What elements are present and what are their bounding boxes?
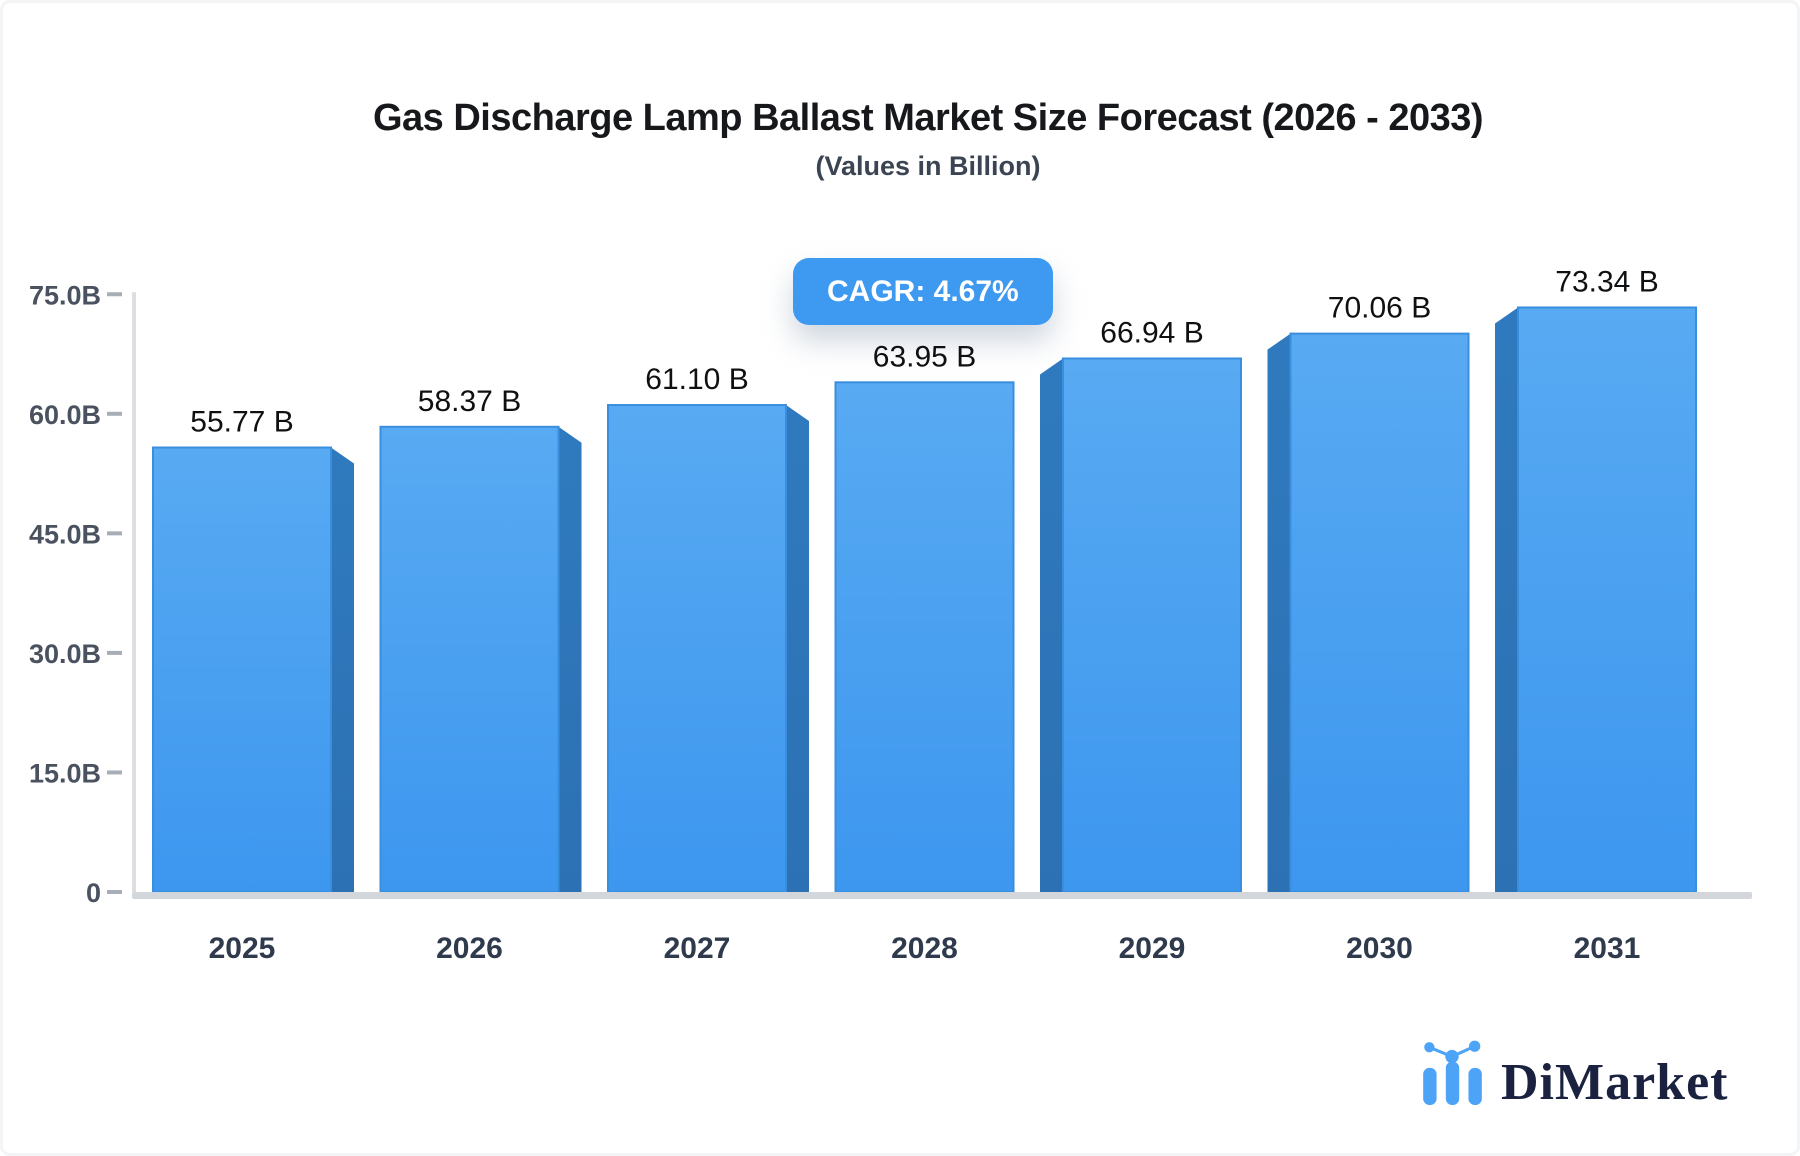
bar-side <box>331 447 354 892</box>
y-tick-label: 75.0B <box>29 280 101 310</box>
bar-side <box>1040 358 1063 893</box>
y-tick <box>107 292 122 297</box>
y-tick <box>107 531 122 536</box>
x-axis-label: 2026 <box>436 932 503 965</box>
bar-group-2026[interactable] <box>379 425 582 893</box>
x-axis-label: 2030 <box>1346 932 1413 965</box>
bar-side <box>1495 307 1518 892</box>
y-tick <box>107 890 122 894</box>
bar-value-label: 61.10 B <box>645 363 748 396</box>
bar-value-label: 55.77 B <box>190 406 293 439</box>
chart-title: Gas Discharge Lamp Ballast Market Size F… <box>372 97 1484 139</box>
x-axis-baseline <box>132 892 1752 899</box>
y-tick-label: 60.0B <box>29 400 101 430</box>
y-tick <box>107 770 122 775</box>
bar-side <box>786 405 809 892</box>
bar-value-label: 58.37 B <box>418 385 521 418</box>
x-axis-label: 2025 <box>209 932 276 965</box>
bar-2028[interactable] <box>834 381 1015 893</box>
bar-side <box>1267 333 1291 892</box>
y-tick-label: 30.0B <box>29 639 101 669</box>
x-axis-label: 2031 <box>1574 932 1641 965</box>
bar-value-label: 73.34 B <box>1555 265 1658 298</box>
bar-group-2028[interactable] <box>834 381 1015 893</box>
y-tick <box>107 650 122 655</box>
y-tick-label: 0 <box>86 878 101 908</box>
cagr-badge-label: CAGR: 4.67% <box>827 274 1019 308</box>
x-axis-label: 2028 <box>891 932 958 965</box>
bar-group-2027[interactable] <box>607 404 809 893</box>
bar-value-label: 70.06 B <box>1328 292 1431 325</box>
bar-value-label: 66.94 B <box>1100 316 1203 349</box>
chart-subtitle: (Values in Billion) <box>815 151 1041 181</box>
bar-chart: 0 15.0B 30.0B 45.0B 60.0B 75.0B 55.77 B 2025 58.… <box>29 265 1752 965</box>
bar-side <box>558 426 582 892</box>
cagr-badge: CAGR: 4.67% <box>793 258 1053 325</box>
bar-2030[interactable] <box>1289 332 1470 893</box>
brand-name: DiMarket <box>1501 1054 1729 1112</box>
bar-group-2029[interactable] <box>1040 357 1242 893</box>
bar-2025[interactable] <box>152 446 332 893</box>
bar-group-2025[interactable] <box>152 446 354 893</box>
x-axis-label: 2029 <box>1119 932 1186 965</box>
y-tick-label: 15.0B <box>29 758 101 788</box>
y-axis-line <box>132 292 136 892</box>
bar-2031[interactable] <box>1517 306 1697 893</box>
bar-line-chart-icon <box>1423 1040 1482 1105</box>
bar-group-2031[interactable] <box>1495 306 1697 893</box>
x-axis-label: 2027 <box>664 932 731 965</box>
bar-2027[interactable] <box>607 404 787 893</box>
y-tick <box>107 411 122 416</box>
y-tick-label: 45.0B <box>29 519 101 549</box>
bar-2026[interactable] <box>379 425 560 893</box>
bar-value-label: 63.95 B <box>873 340 976 373</box>
dimarket-logo: DiMarket <box>1416 1037 1729 1112</box>
bar-group-2030[interactable] <box>1267 332 1470 893</box>
bar-2029[interactable] <box>1062 357 1242 893</box>
